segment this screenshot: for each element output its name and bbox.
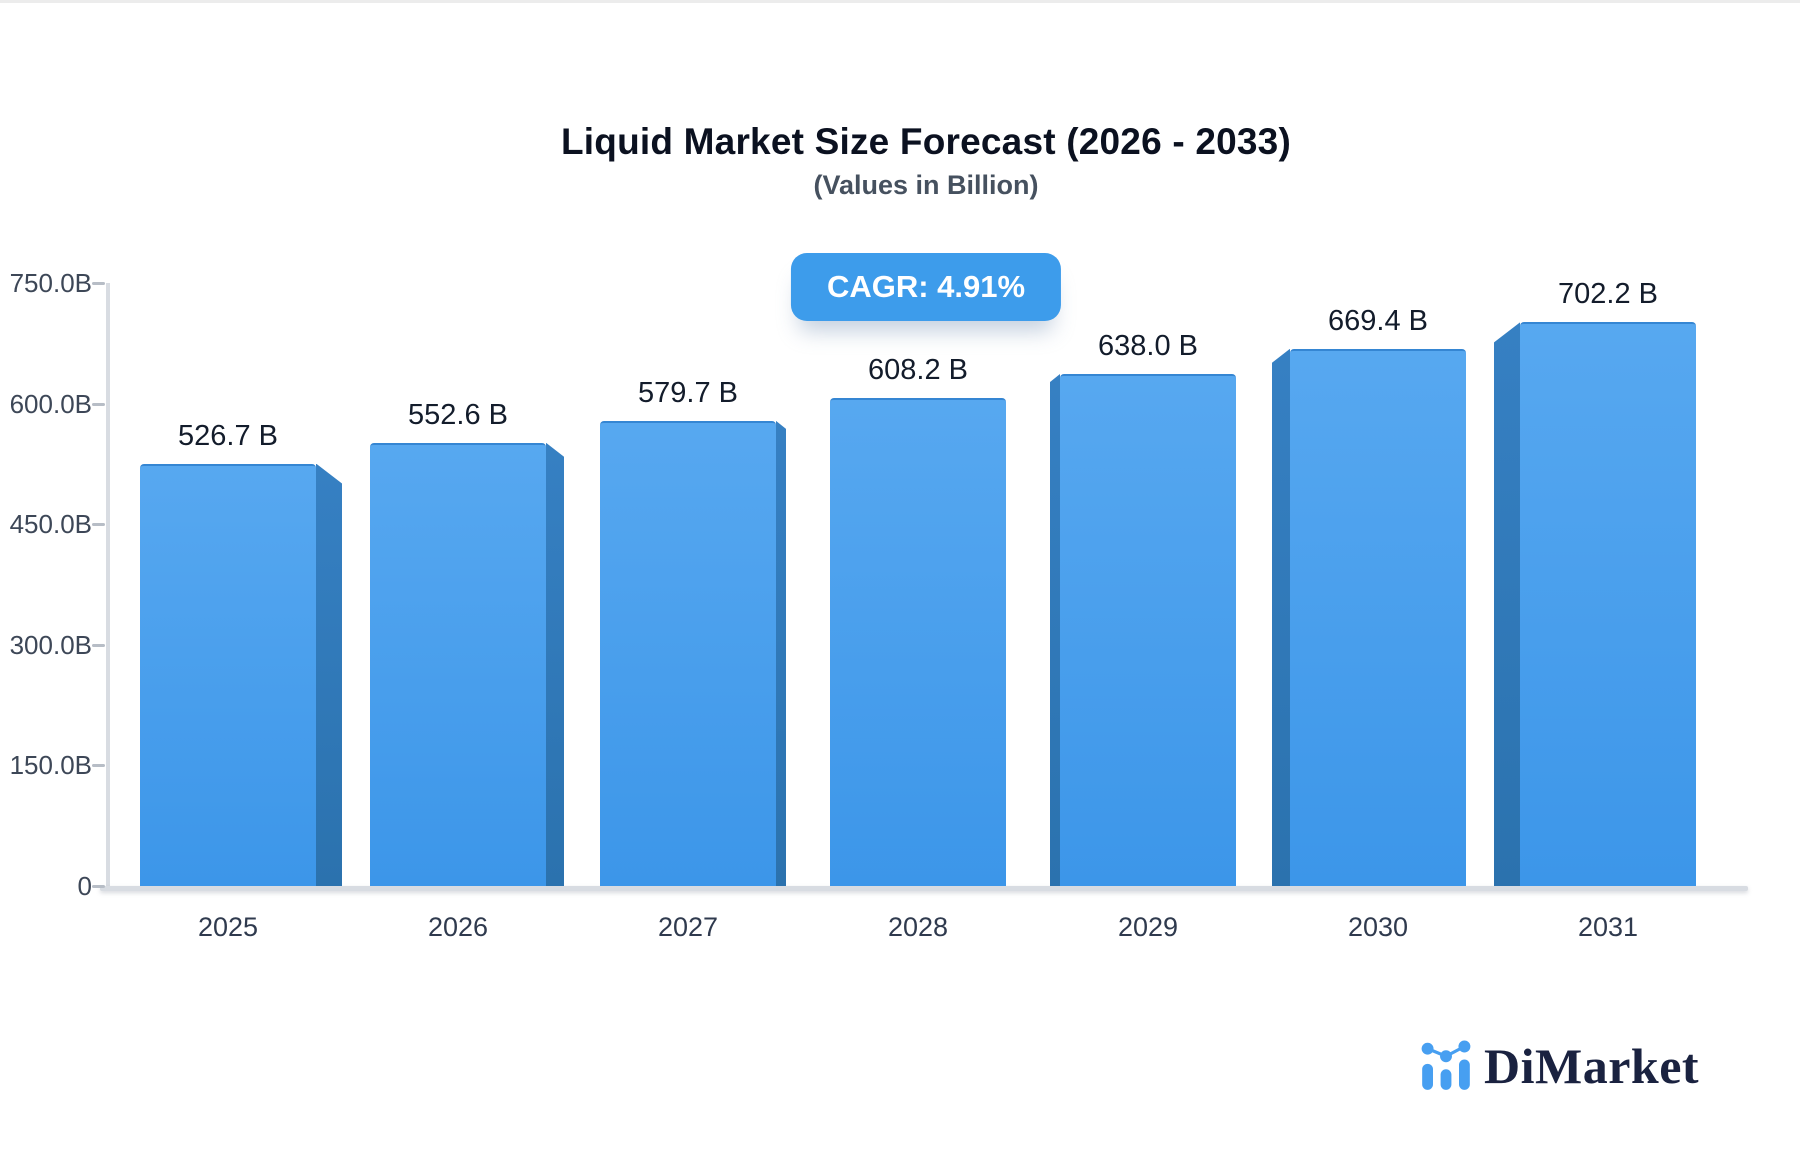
chart-title: Liquid Market Size Forecast (2026 - 2033… (561, 120, 1291, 162)
brand-logo: DiMarket (1420, 1040, 1699, 1092)
x-tick-label: 2028 (887, 912, 949, 942)
bar-value-label: 702.2 B (1558, 278, 1658, 311)
chart-subtitle: (Values in Billion) (813, 170, 1039, 200)
brand-logo-text: DiMarket (1484, 1038, 1700, 1094)
x-tick-label: 2031 (1577, 912, 1639, 942)
y-tick-label: 600.0B (9, 388, 92, 419)
bar-2027 (600, 420, 776, 886)
y-tick-label: 450.0B (9, 509, 92, 540)
bar-2025 (140, 463, 316, 886)
y-tick-mark (92, 764, 105, 768)
bar-value-label: 579.7 B (638, 376, 738, 409)
x-tick-label: 2029 (1117, 912, 1179, 942)
y-tick-mark (92, 402, 105, 406)
y-tick-label: 150.0B (9, 750, 92, 781)
x-axis-line (100, 886, 1748, 891)
bar-value-label: 526.7 B (178, 419, 278, 452)
y-tick-label: 0 (77, 871, 92, 901)
y-tick-mark (92, 523, 105, 527)
bar-2029 (1060, 374, 1236, 886)
bar-value-label: 552.6 B (408, 398, 508, 431)
y-tick-mark (92, 885, 105, 888)
bar-2030 (1290, 348, 1466, 886)
x-tick-label: 2030 (1347, 912, 1409, 942)
y-tick-label: 300.0B (9, 629, 92, 660)
x-tick-label: 2025 (197, 912, 259, 942)
bar-side-2029 (1050, 374, 1060, 886)
bar-value-label: 638.0 B (1098, 330, 1198, 363)
bar-2031 (1520, 322, 1696, 886)
y-tick-mark (92, 643, 105, 647)
cagr-badge: CAGR: 4.91% (790, 253, 1062, 321)
bar-2026 (370, 442, 546, 886)
bar-value-label: 608.2 B (868, 354, 968, 386)
y-axis-line (106, 283, 110, 891)
top-border-line (0, 0, 1800, 3)
x-tick-label: 2026 (427, 912, 489, 942)
bar-value-label: 669.4 B (1328, 304, 1428, 337)
y-tick-label: 750.0B (9, 268, 92, 298)
bar-chart-logo-icon (1421, 1040, 1471, 1090)
bar-side-2030 (1272, 348, 1290, 886)
bar-2028 (830, 398, 1006, 886)
bar-side-2027 (776, 420, 786, 886)
bar-side-2026 (546, 442, 564, 886)
y-tick-mark (92, 282, 105, 285)
x-tick-label: 2027 (657, 912, 719, 942)
cagr-badge-label: CAGR: 4.91% (826, 269, 1026, 304)
bar-side-2031 (1494, 322, 1520, 886)
bar-side-2025 (316, 463, 342, 886)
